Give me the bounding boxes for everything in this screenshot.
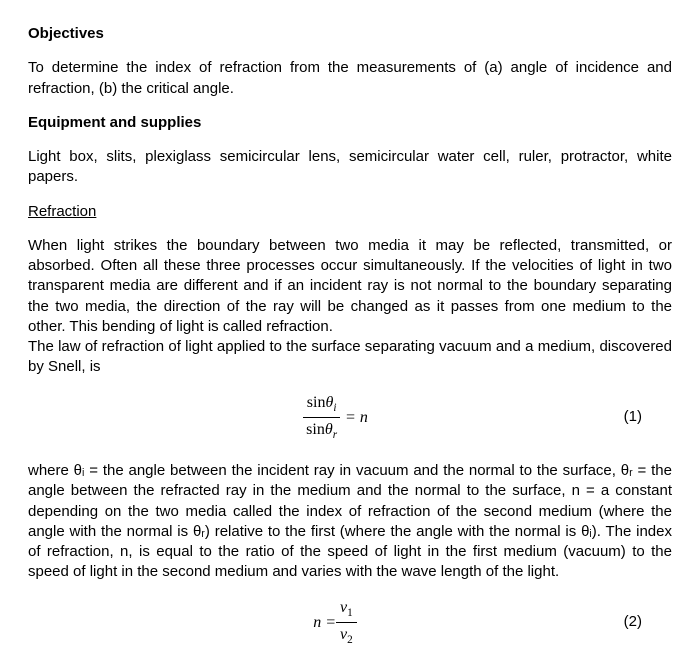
where-text: where θᵢ = the angle between the inciden… [28,461,672,583]
objectives-heading: Objectives [28,24,672,44]
equation-2-body: n = v1 v2 [313,597,357,649]
eq1-num-sub: i [333,402,336,414]
eq1-num-prefix: sin [307,394,326,411]
eq2-den-sub: 2 [347,634,353,646]
eq1-den-prefix: sin [306,421,325,438]
eq2-label: (2) [357,612,672,632]
refraction-heading: Refraction [28,202,672,222]
refraction-para2: The law of refraction of light applied t… [28,337,672,378]
equipment-heading: Equipment and supplies [28,113,672,133]
equipment-text: Light box, slits, plexiglass semicircula… [28,147,672,188]
objectives-text: To determine the index of refraction fro… [28,58,672,99]
eq2-num-sub: 1 [347,607,353,619]
eq1-den-sub: r [333,429,337,441]
eq1-rhs: = n [345,407,368,429]
equation-1: sinθi sinθr = n (1) [28,392,672,444]
eq1-label: (1) [368,407,672,427]
equation-1-body: sinθi sinθr = n [302,392,368,444]
eq1-den-sym: θ [325,421,333,438]
eq2-lhs: n = [313,612,336,634]
equation-2: n = v1 v2 (2) [28,597,672,649]
refraction-para1: When light strikes the boundary between … [28,236,672,337]
